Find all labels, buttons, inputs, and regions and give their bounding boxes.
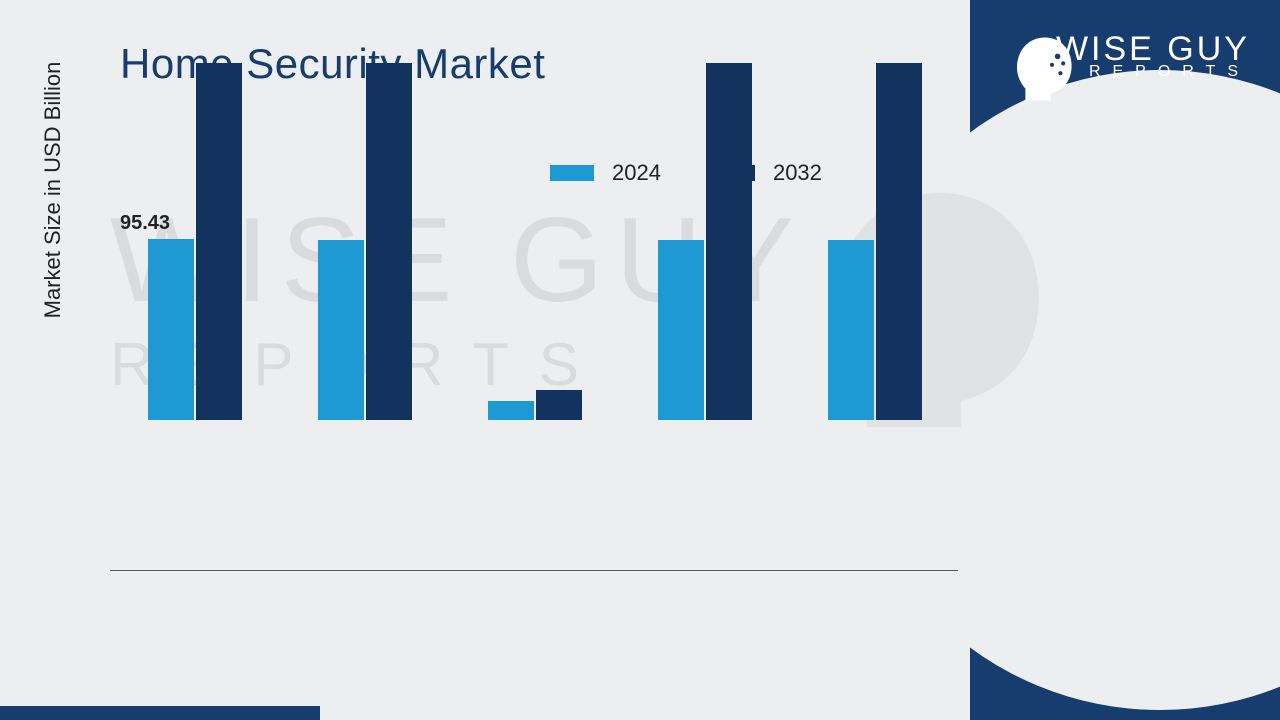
bar-2032	[536, 390, 582, 420]
bar-2024	[488, 401, 534, 420]
bar-2032	[366, 63, 412, 420]
plot-area: 95.43NORTH AMERICAEUROPESOUTH AMERICAASI…	[110, 190, 960, 570]
bar-2024	[148, 239, 194, 420]
bar-2032	[706, 63, 752, 420]
bar-2024	[318, 240, 364, 421]
bar-2032	[196, 63, 242, 420]
bar-value-label: 95.43	[120, 212, 170, 235]
bar-pair	[620, 40, 790, 420]
brand-logo: WISE GUY REPORTS	[1056, 30, 1250, 81]
bar-pair	[450, 40, 620, 420]
bar-pair	[280, 40, 450, 420]
chart-canvas: WISE GUY REPORTS WISE GUY REPORTS Home S…	[0, 0, 1280, 720]
brand-head-icon	[1010, 34, 1080, 104]
footer-bar	[0, 706, 320, 720]
y-axis-label: Market Size in USD Billion	[40, 0, 66, 380]
bar-2032	[876, 63, 922, 420]
bar-2024	[828, 240, 874, 421]
x-axis-line	[110, 570, 958, 571]
bar-pair	[790, 40, 960, 420]
bar-2024	[658, 240, 704, 421]
